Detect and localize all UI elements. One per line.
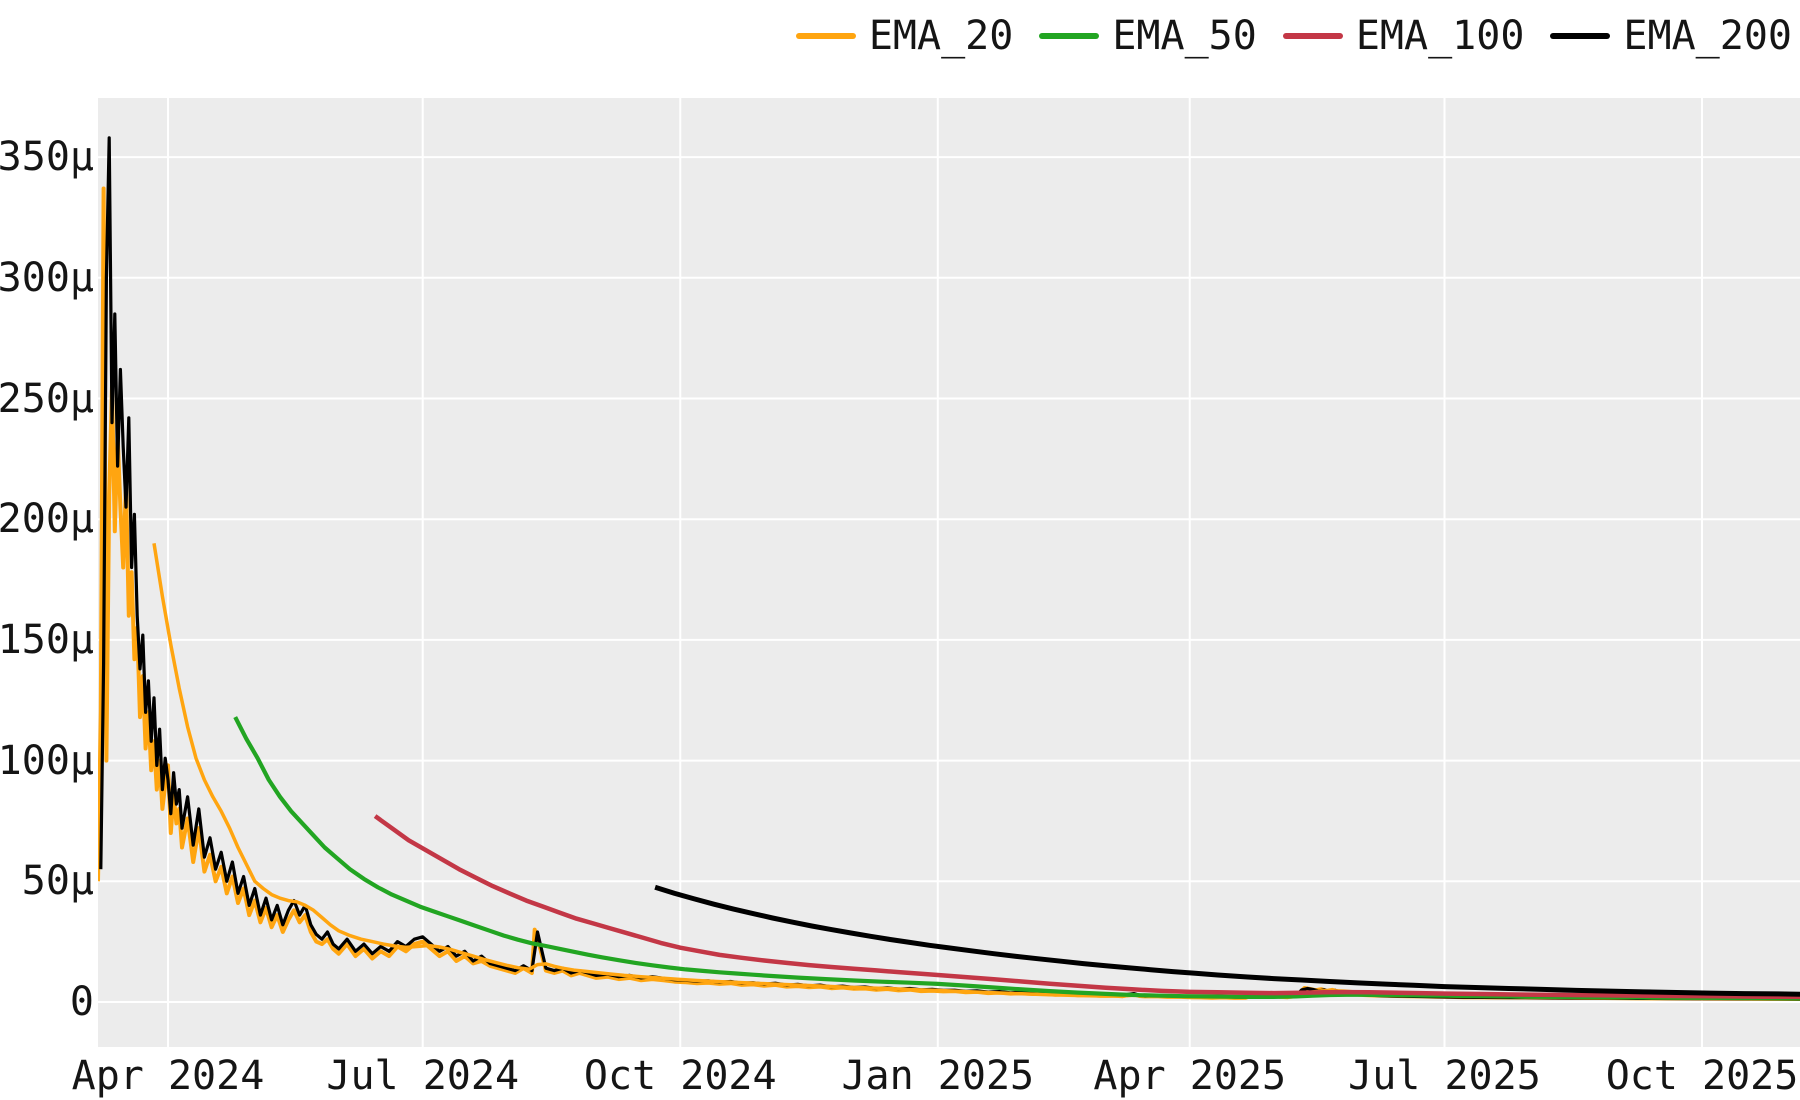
plot-background (98, 98, 1800, 1047)
legend-item-ema_20: EMA_20 (795, 13, 1014, 59)
x-tick-label: Jul 2024 (326, 1053, 520, 1099)
series-ema-50 (233, 716, 1800, 1001)
x-tick-label: Oct 2025 (1605, 1053, 1799, 1099)
legend-label: EMA_200 (1623, 13, 1792, 59)
series-ema-100 (373, 814, 1800, 1000)
x-tick-label: Apr 2024 (71, 1053, 265, 1099)
x-tick-label: Oct 2024 (583, 1053, 777, 1099)
legend-label: EMA_50 (1112, 13, 1257, 59)
legend-label: EMA_100 (1355, 13, 1525, 59)
y-tick-label: 150µ (0, 616, 94, 663)
legend-label: EMA_20 (868, 13, 1014, 59)
x-tick-label: Jan 2025 (841, 1053, 1035, 1099)
legend-line-swatch (1282, 33, 1343, 39)
x-tick-label: Apr 2025 (1093, 1053, 1287, 1099)
legend: EMA_20 EMA_50 EMA_100 EMA_200 (795, 8, 1792, 64)
y-tick-label: 300µ (0, 254, 94, 301)
y-tick-label: 50µ (21, 858, 94, 905)
legend-line-swatch (1550, 33, 1611, 39)
legend-item-ema_200: EMA_200 (1550, 13, 1792, 59)
legend-line-swatch (795, 33, 856, 39)
legend-item-ema_50: EMA_50 (1039, 13, 1257, 59)
series-ema-200 (654, 884, 1800, 997)
legend-line-swatch (1039, 33, 1100, 39)
y-tick-label: 200µ (0, 496, 94, 543)
y-tick-label: 0 (69, 979, 94, 1025)
legend-item-ema_100: EMA_100 (1282, 13, 1525, 59)
y-tick-label: 350µ (0, 134, 94, 181)
y-tick-label: 250µ (0, 375, 94, 422)
y-tick-label: 100µ (0, 737, 94, 784)
x-tick-label: Jul 2025 (1348, 1053, 1541, 1099)
